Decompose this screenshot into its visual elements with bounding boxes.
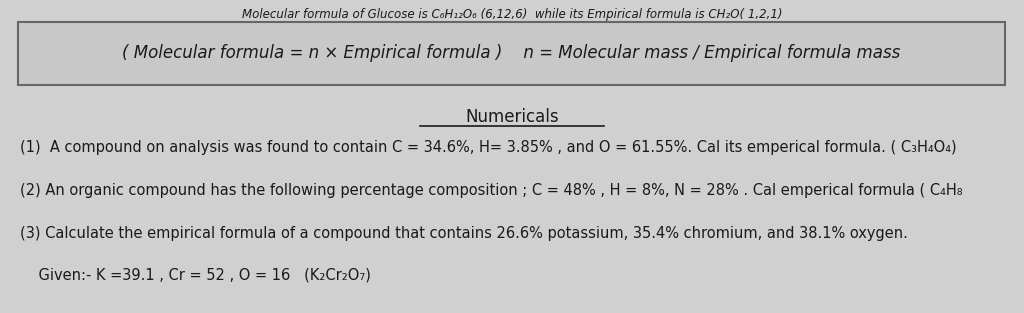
Text: Given:- K =39.1 , Cr = 52 , O = 16   (K₂Cr₂O₇): Given:- K =39.1 , Cr = 52 , O = 16 (K₂Cr… — [20, 268, 371, 283]
Text: (2) An organic compound has the following percentage composition ; C = 48% , H =: (2) An organic compound has the followin… — [20, 183, 963, 198]
Text: (3) Calculate the empirical formula of a compound that contains 26.6% potassium,: (3) Calculate the empirical formula of a… — [20, 226, 908, 241]
Text: Molecular formula of Glucose is C₆H₁₂O₆ (6,12,6)  while its Empirical formula is: Molecular formula of Glucose is C₆H₁₂O₆ … — [242, 8, 782, 21]
Text: (1)  A compound on analysis was found to contain C = 34.6%, H= 3.85% , and O = 6: (1) A compound on analysis was found to … — [20, 140, 956, 155]
Bar — [18, 22, 1005, 85]
Text: ( Molecular formula = n × Empirical formula )    n = Molecular mass / Empirical : ( Molecular formula = n × Empirical form… — [123, 44, 901, 63]
Text: Numericals: Numericals — [465, 108, 559, 126]
